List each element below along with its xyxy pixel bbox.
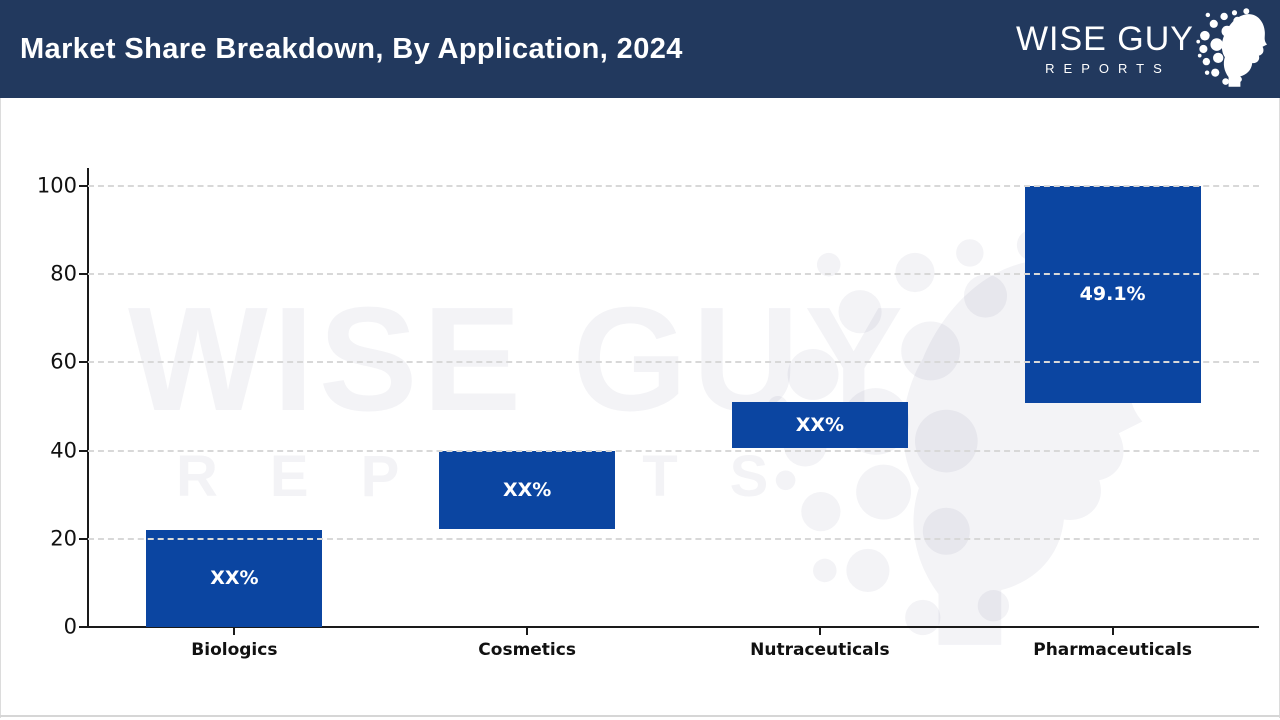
y-tick — [79, 537, 87, 540]
bar-cosmetics — [439, 451, 616, 530]
logo-subtitle: REPORTS — [1045, 61, 1171, 76]
y-tick-label: 100 — [36, 173, 77, 198]
bar-value-label: 49.1% — [1079, 283, 1146, 306]
y-tick-label: 60 — [50, 349, 77, 374]
x-category-label: Biologics — [191, 640, 278, 660]
gridline — [88, 273, 1259, 276]
gridline — [88, 537, 1259, 540]
y-tick-label: 40 — [50, 438, 77, 463]
x-tick — [233, 628, 236, 635]
y-axis-spine — [87, 168, 89, 628]
x-axis-spine — [87, 626, 1259, 628]
dotted-head-icon — [1196, 8, 1268, 87]
bottom-border — [0, 715, 1280, 717]
x-tick — [818, 628, 821, 635]
y-tick-label: 20 — [50, 526, 77, 551]
y-tick — [79, 449, 87, 452]
x-category-label: Cosmetics — [478, 640, 576, 660]
x-category-label: Nutraceuticals — [750, 640, 890, 660]
gridline — [88, 361, 1259, 364]
y-tick-label: 80 — [50, 261, 77, 286]
bar-value-label: XX% — [502, 479, 552, 502]
page-border-left — [0, 98, 1, 718]
wise-guy-reports-logo: WISE GUY REPORTS — [1016, 7, 1270, 91]
x-tick — [1111, 628, 1114, 635]
page-title: Market Share Breakdown, By Application, … — [20, 32, 683, 65]
y-tick-label: 0 — [63, 614, 77, 639]
y-tick — [79, 626, 87, 628]
bar-value-label: XX% — [210, 567, 259, 590]
y-tick — [79, 273, 87, 276]
logo-wordmark: WISE GUY — [1015, 20, 1194, 58]
gridline — [88, 185, 1259, 187]
y-tick — [79, 361, 87, 364]
x-tick — [526, 628, 529, 635]
gridline — [88, 449, 1259, 452]
y-tick — [79, 185, 87, 187]
bar-value-label: XX% — [795, 413, 845, 436]
x-category-label: Pharmaceuticals — [1033, 640, 1193, 660]
bar-biologics — [146, 529, 323, 627]
header: Market Share Breakdown, By Application, … — [0, 0, 1280, 98]
logo-text: WISE GUY REPORTS — [1016, 22, 1194, 76]
